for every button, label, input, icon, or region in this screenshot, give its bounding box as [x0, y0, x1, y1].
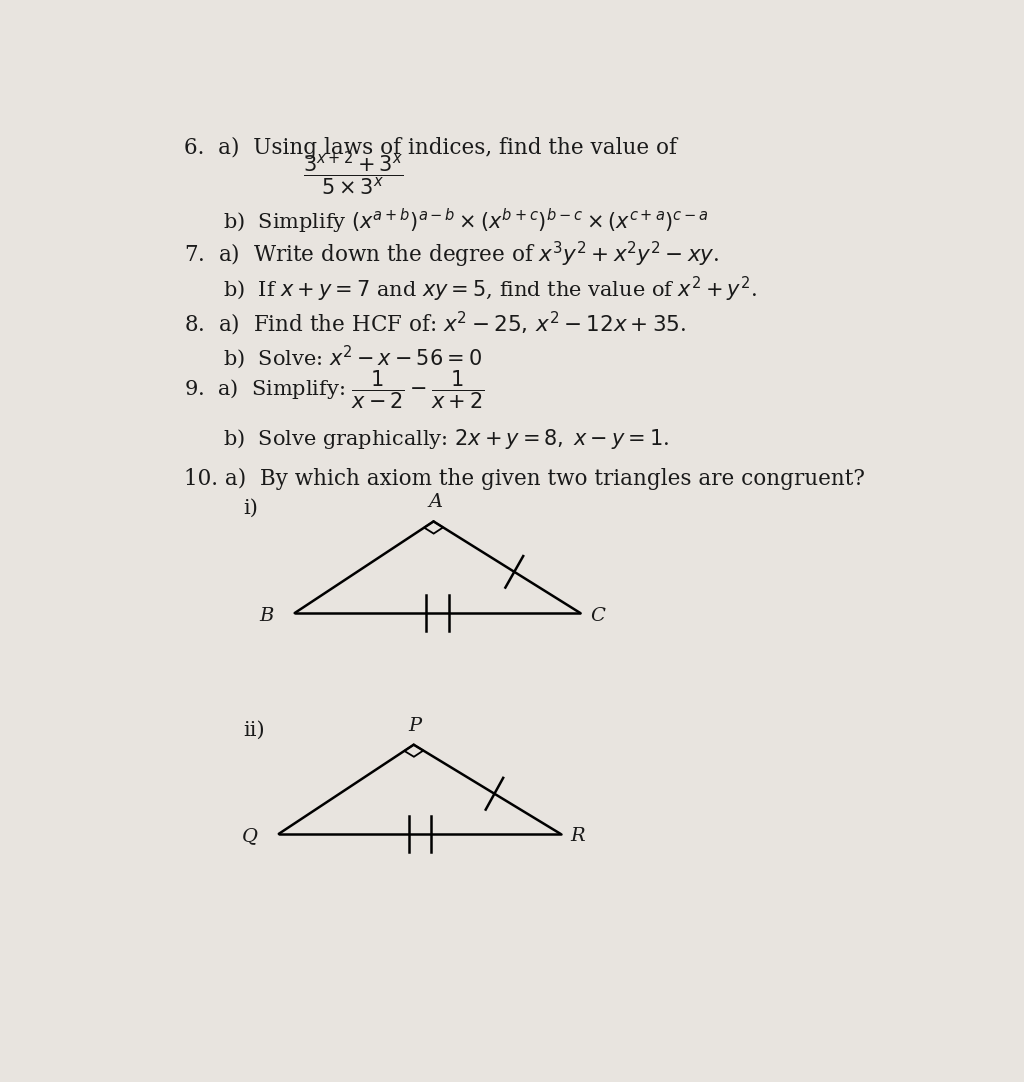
Text: 6.  a)  Using laws of indices, find the value of: 6. a) Using laws of indices, find the va… — [183, 137, 677, 159]
Text: b)  Solve graphically: $2x+y=8,\;x-y=1$.: b) Solve graphically: $2x+y=8,\;x-y=1$. — [223, 427, 670, 451]
Text: b)  Solve: $x^{2}-x-56=0$: b) Solve: $x^{2}-x-56=0$ — [223, 344, 482, 371]
Text: C: C — [590, 607, 605, 624]
Text: 8.  a)  Find the HCF of: $x^{2}-25,\,x^{2}-12x+35$.: 8. a) Find the HCF of: $x^{2}-25,\,x^{2}… — [183, 309, 686, 338]
Text: 7.  a)  Write down the degree of $x^{3}y^{2}+x^{2}y^{2}-xy$.: 7. a) Write down the degree of $x^{3}y^{… — [183, 239, 719, 269]
Text: B: B — [259, 607, 273, 624]
Text: 10. a)  By which axiom the given two triangles are congruent?: 10. a) By which axiom the given two tria… — [183, 467, 864, 490]
Text: R: R — [570, 828, 585, 845]
Text: i): i) — [243, 499, 258, 518]
Text: $\dfrac{3^{x+2}+3^{x}}{5\times3^{x}}$: $\dfrac{3^{x+2}+3^{x}}{5\times3^{x}}$ — [303, 149, 402, 198]
Text: Q: Q — [242, 828, 257, 845]
Text: A: A — [428, 493, 442, 512]
Text: b)  If $x+y=7$ and $xy=5$, find the value of $x^{2}+y^{2}$.: b) If $x+y=7$ and $xy=5$, find the value… — [223, 275, 757, 304]
Text: 9.  a)  Simplify: $\dfrac{1}{x-2}-\dfrac{1}{x+2}$: 9. a) Simplify: $\dfrac{1}{x-2}-\dfrac{1… — [183, 369, 484, 411]
Text: b)  Simplify $(x^{a+b})^{a-b}\times(x^{b+c})^{b-c}\times(x^{c+a})^{c-a}$: b) Simplify $(x^{a+b})^{a-b}\times(x^{b+… — [223, 207, 710, 236]
Text: P: P — [409, 716, 422, 735]
Text: ii): ii) — [243, 721, 264, 740]
